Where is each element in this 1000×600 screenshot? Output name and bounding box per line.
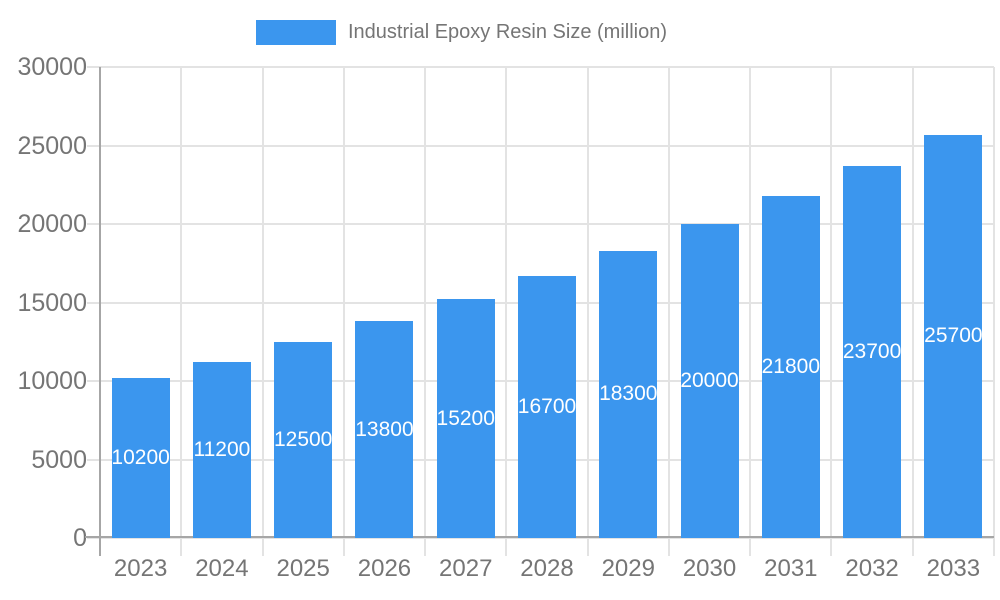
bar-value-label-2023: 10200 xyxy=(111,445,170,469)
y-tick-label-15000: 15000 xyxy=(17,288,87,317)
bar-value-label-2026: 13800 xyxy=(355,417,414,441)
y-axis-line xyxy=(99,67,101,556)
gridline-x-boundary-6 xyxy=(586,67,589,556)
y-axis-labels: 0 5000 10000 15000 20000 25000 30000 xyxy=(0,53,87,552)
bar-2030[interactable] xyxy=(680,224,739,538)
bar-value-label-2032: 23700 xyxy=(842,339,902,363)
bar-2027[interactable] xyxy=(436,299,495,538)
bar-2031[interactable] xyxy=(761,195,820,538)
bar-2026[interactable] xyxy=(355,321,414,538)
x-tick-label-2031: 2031 xyxy=(764,555,818,582)
plot-area: 10200 11200 12500 13800 15200 16700 18300 20000… xyxy=(85,66,995,556)
gridline-x-boundary-2 xyxy=(261,67,264,556)
bar-2024[interactable] xyxy=(192,362,251,538)
x-tick-label-2027: 2027 xyxy=(439,555,493,582)
bar-2032[interactable] xyxy=(843,165,902,538)
bar-value-label-2029: 18300 xyxy=(599,382,658,406)
bar-value-label-2028: 16700 xyxy=(517,394,577,418)
y-tick-label-30000: 30000 xyxy=(17,53,87,81)
gridline-x-boundary-10 xyxy=(911,67,914,556)
gridline-x-boundary-1 xyxy=(180,67,183,556)
x-tick-label-2033: 2033 xyxy=(926,555,981,582)
chart-legend[interactable]: Industrial Epoxy Resin Size (million) xyxy=(256,19,667,45)
gridline-y-25000 xyxy=(87,144,994,147)
gridline-x-boundary-7 xyxy=(667,67,670,556)
x-tick-label-2025: 2025 xyxy=(276,555,330,582)
gridline-x-boundary-5 xyxy=(505,67,508,556)
bar-value-label-2030: 20000 xyxy=(680,369,739,392)
bar-2028[interactable] xyxy=(518,275,576,538)
x-tick-label-2028: 2028 xyxy=(520,555,574,582)
gridline-x-boundary-11 xyxy=(993,67,995,556)
gridline-y-20000 xyxy=(87,223,994,225)
y-tick-label-0: 0 xyxy=(73,524,87,552)
bar-2025[interactable] xyxy=(274,341,333,538)
x-tick-label-2023: 2023 xyxy=(113,555,168,582)
gridline-x-boundary-8 xyxy=(749,67,752,556)
y-tick-label-10000: 10000 xyxy=(17,367,87,395)
bar-value-label-2025: 12500 xyxy=(273,427,333,451)
bar-2023[interactable] xyxy=(111,377,170,538)
bar-value-label-2033: 25700 xyxy=(924,324,983,348)
bar-value-label-2027: 15200 xyxy=(436,406,495,430)
gridline-x-boundary-4 xyxy=(424,67,427,556)
bar-value-label-2031: 21800 xyxy=(761,354,821,378)
gridline-x-boundary-9 xyxy=(830,67,833,556)
bar-2033[interactable] xyxy=(924,134,983,538)
x-tick-label-2024: 2024 xyxy=(195,555,249,582)
y-tick-label-5000: 5000 xyxy=(31,445,87,474)
y-tick-label-20000: 20000 xyxy=(17,210,87,238)
x-tick-label-2030: 2030 xyxy=(682,555,737,582)
y-tick-label-25000: 25000 xyxy=(17,131,87,160)
x-tick-label-2029: 2029 xyxy=(601,555,655,582)
bar-2029[interactable] xyxy=(599,250,658,538)
legend-swatch xyxy=(256,19,336,45)
bar-value-label-2024: 11200 xyxy=(193,438,251,462)
legend-label: Industrial Epoxy Resin Size (million) xyxy=(348,20,668,43)
gridline-y-0 xyxy=(87,537,994,539)
x-tick-label-2026: 2026 xyxy=(357,555,412,582)
gridline-x-boundary-3 xyxy=(342,67,345,556)
x-tick-label-2032: 2032 xyxy=(845,555,899,582)
gridline-y-30000 xyxy=(87,66,994,68)
